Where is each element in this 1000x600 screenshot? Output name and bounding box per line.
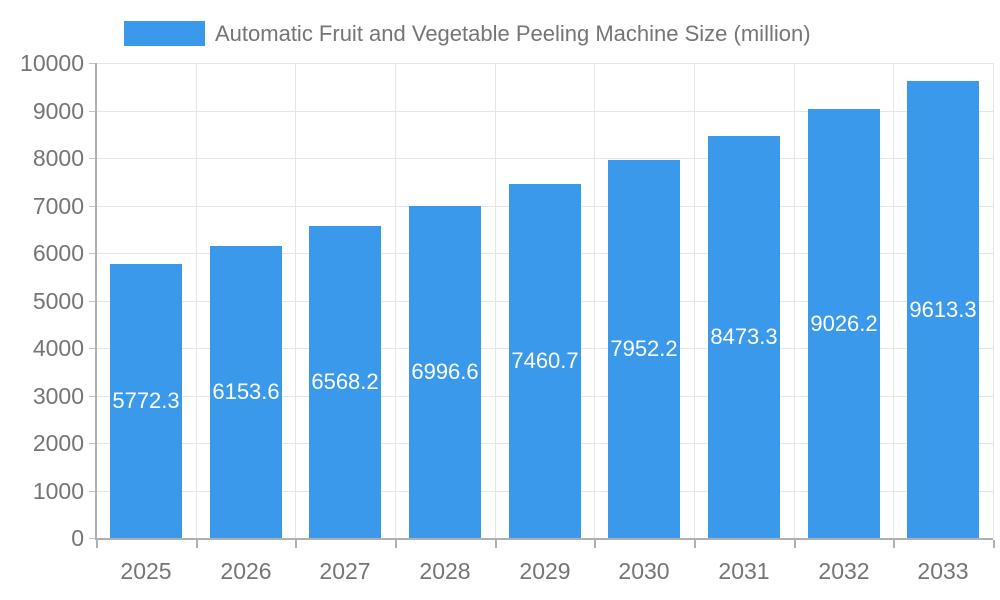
bar[interactable] [808, 109, 880, 538]
x-tick-label: 2028 [419, 558, 471, 584]
x-gridline [495, 63, 496, 538]
y-axis-tick [89, 538, 96, 539]
x-tick-label: 2030 [618, 558, 670, 584]
y-axis-tick [89, 443, 96, 444]
bar[interactable] [409, 206, 481, 538]
bar-value-label: 7460.7 [511, 348, 579, 373]
x-gridline [594, 63, 595, 538]
y-tick-label: 3000 [32, 383, 84, 409]
y-axis-line [95, 63, 97, 538]
y-tick-label: 0 [71, 525, 84, 551]
legend-swatch-icon [124, 21, 205, 46]
y-tick-label: 2000 [32, 430, 84, 456]
x-axis-tick [495, 540, 497, 548]
y-axis-tick [89, 111, 96, 112]
bar[interactable] [210, 246, 282, 538]
x-axis-line [95, 538, 993, 540]
y-tick-label: 8000 [32, 145, 84, 171]
bar[interactable] [708, 136, 780, 538]
x-tick-label: 2026 [220, 558, 272, 584]
bar-value-label: 6996.6 [411, 359, 479, 384]
y-gridline [96, 158, 993, 159]
x-tick-label: 2033 [917, 558, 969, 584]
x-tick-label: 2031 [718, 558, 770, 584]
x-axis-tick [893, 540, 895, 548]
x-axis-tick [694, 540, 696, 548]
y-axis-tick [89, 396, 96, 397]
y-axis-tick [89, 301, 96, 302]
chart-title: Automatic Fruit and Vegetable Peeling Ma… [215, 21, 811, 46]
y-axis-tick [89, 206, 96, 207]
x-gridline [694, 63, 695, 538]
y-tick-label: 5000 [32, 288, 84, 314]
y-tick-label: 6000 [32, 240, 84, 266]
bar-value-label: 8473.3 [710, 324, 778, 349]
x-axis-tick [295, 540, 297, 548]
x-tick-label: 2032 [818, 558, 870, 584]
bar[interactable] [110, 264, 182, 538]
x-gridline [794, 63, 795, 538]
y-axis-tick [89, 348, 96, 349]
bar-value-label: 6568.2 [311, 369, 379, 394]
x-axis-tick [594, 540, 596, 548]
bar-value-label: 9026.2 [810, 311, 878, 336]
bar[interactable] [907, 81, 979, 538]
y-gridline [96, 63, 993, 64]
x-gridline [993, 63, 994, 538]
y-axis-tick [89, 63, 96, 64]
x-gridline [295, 63, 296, 538]
y-axis-tick [89, 158, 96, 159]
bar[interactable] [509, 184, 581, 538]
y-axis-tick [89, 491, 96, 492]
x-tick-label: 2029 [519, 558, 571, 584]
x-tick-label: 2027 [319, 558, 371, 584]
x-gridline [893, 63, 894, 538]
x-gridline [196, 63, 197, 538]
bar-value-label: 6153.6 [212, 379, 280, 404]
x-axis-tick [96, 540, 98, 548]
bar[interactable] [309, 226, 381, 538]
y-tick-label: 9000 [32, 98, 84, 124]
bar[interactable] [608, 160, 680, 538]
x-tick-label: 2025 [120, 558, 172, 584]
y-tick-label: 7000 [32, 193, 84, 219]
x-gridline [395, 63, 396, 538]
x-axis-tick [395, 540, 397, 548]
x-axis-tick [196, 540, 198, 548]
y-tick-label: 10000 [20, 50, 84, 76]
bar-value-label: 9613.3 [909, 297, 977, 322]
y-gridline [96, 111, 993, 112]
y-tick-label: 1000 [32, 478, 84, 504]
bar-value-label: 5772.3 [112, 388, 180, 413]
x-axis-tick [794, 540, 796, 548]
y-axis-tick [89, 253, 96, 254]
bar-value-label: 7952.2 [610, 336, 678, 361]
y-tick-label: 4000 [32, 335, 84, 361]
x-axis-tick [993, 540, 995, 548]
